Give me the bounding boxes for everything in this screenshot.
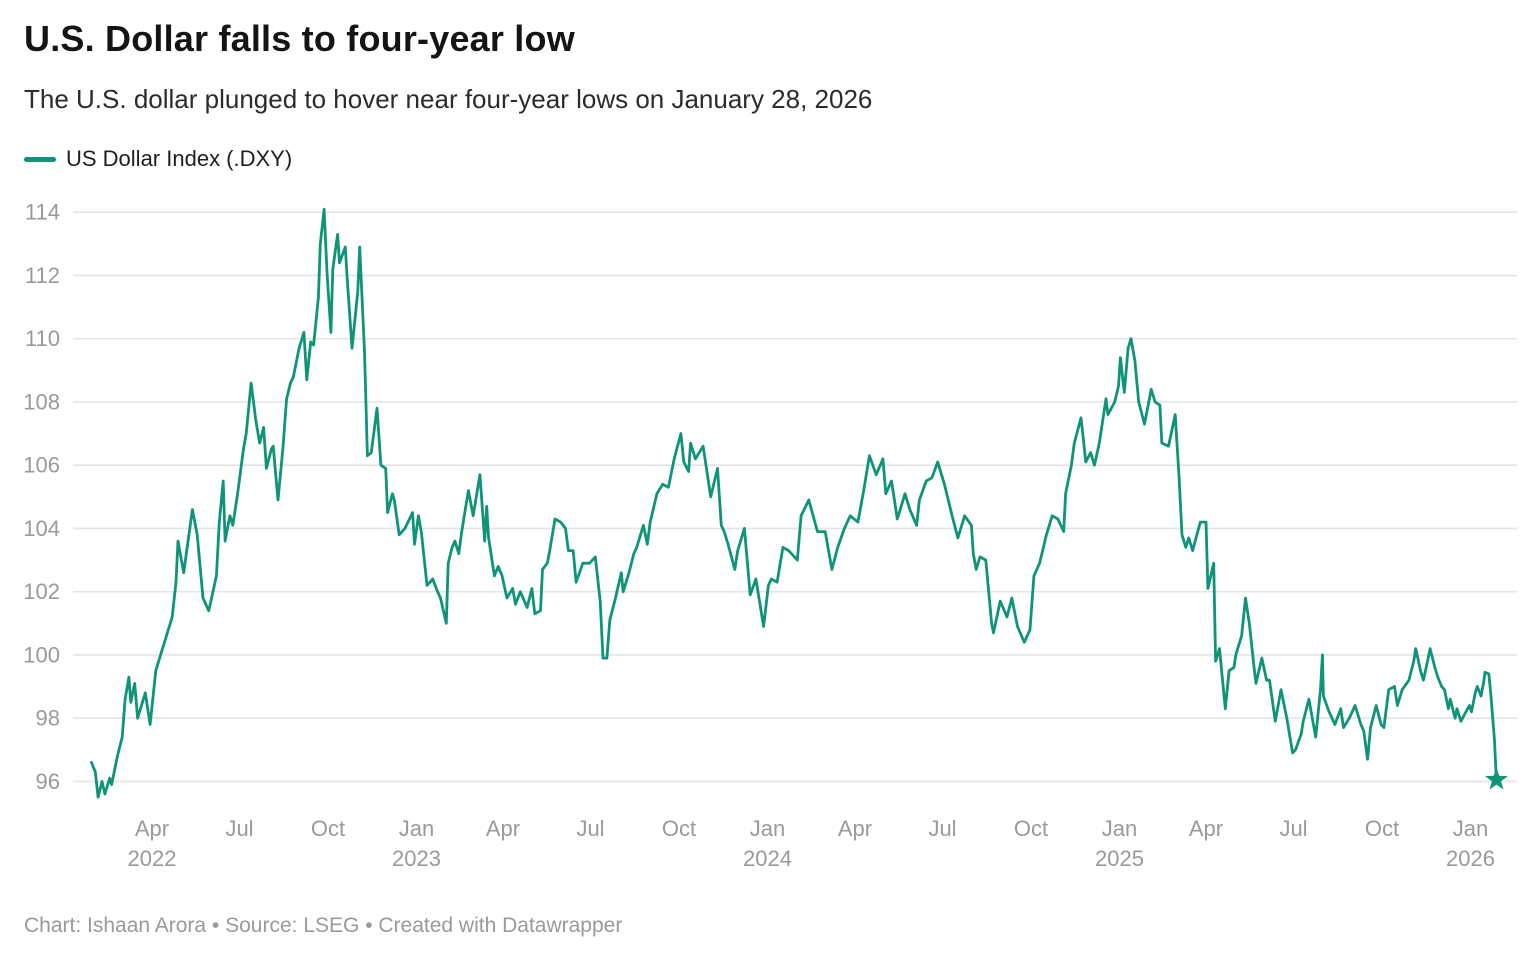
endpoint-star-marker [1485,767,1508,790]
x-axis-month-label: Oct [1014,816,1048,841]
x-axis-month-label: Oct [1365,816,1399,841]
page-subtitle: The U.S. dollar plunged to hover near fo… [24,84,873,114]
x-axis-year-label: 2026 [1446,846,1495,871]
x-axis-month-label: Jan [750,816,785,841]
chart-attribution: Chart: Ishaan Arora • Source: LSEG • Cre… [24,914,623,937]
dxy-line [90,207,1498,799]
x-axis-month-label: Oct [311,816,345,841]
y-axis-label: 104 [23,516,60,541]
y-axis-label: 114 [25,200,60,225]
y-axis-label: 102 [23,579,60,604]
x-axis-month-label: Jan [1102,816,1137,841]
y-axis-label: 108 [23,390,60,415]
page-title: U.S. Dollar falls to four-year low [24,18,575,59]
x-axis-month-label: Apr [838,816,872,841]
x-axis-month-label: Oct [662,816,696,841]
x-axis-year-label: 2022 [128,846,177,871]
y-axis-label: 96 [36,769,60,794]
x-axis-month-label: Apr [1189,816,1223,841]
x-axis-month-label: Jul [225,816,253,841]
y-axis-label: 98 [36,706,60,731]
x-axis-year-label: 2023 [392,846,441,871]
y-axis-label: 110 [25,326,60,351]
x-axis-month-label: Jan [399,816,434,841]
legend-line-swatch [24,156,56,162]
x-axis-month-label: Apr [135,816,169,841]
legend-label: US Dollar Index (.DXY) [66,146,293,171]
x-axis-year-label: 2025 [1095,846,1144,871]
legend: US Dollar Index (.DXY) [24,146,292,172]
y-axis-label: 100 [23,642,60,667]
y-axis-label: 106 [23,453,60,478]
x-axis-month-label: Apr [486,816,520,841]
x-axis-month-label: Jul [576,816,604,841]
x-axis-month-label: Jul [1279,816,1307,841]
x-axis-month-label: Jan [1453,816,1488,841]
x-axis-year-label: 2024 [743,846,792,871]
y-axis-label: 112 [25,263,60,288]
x-axis-month-label: Jul [928,816,956,841]
